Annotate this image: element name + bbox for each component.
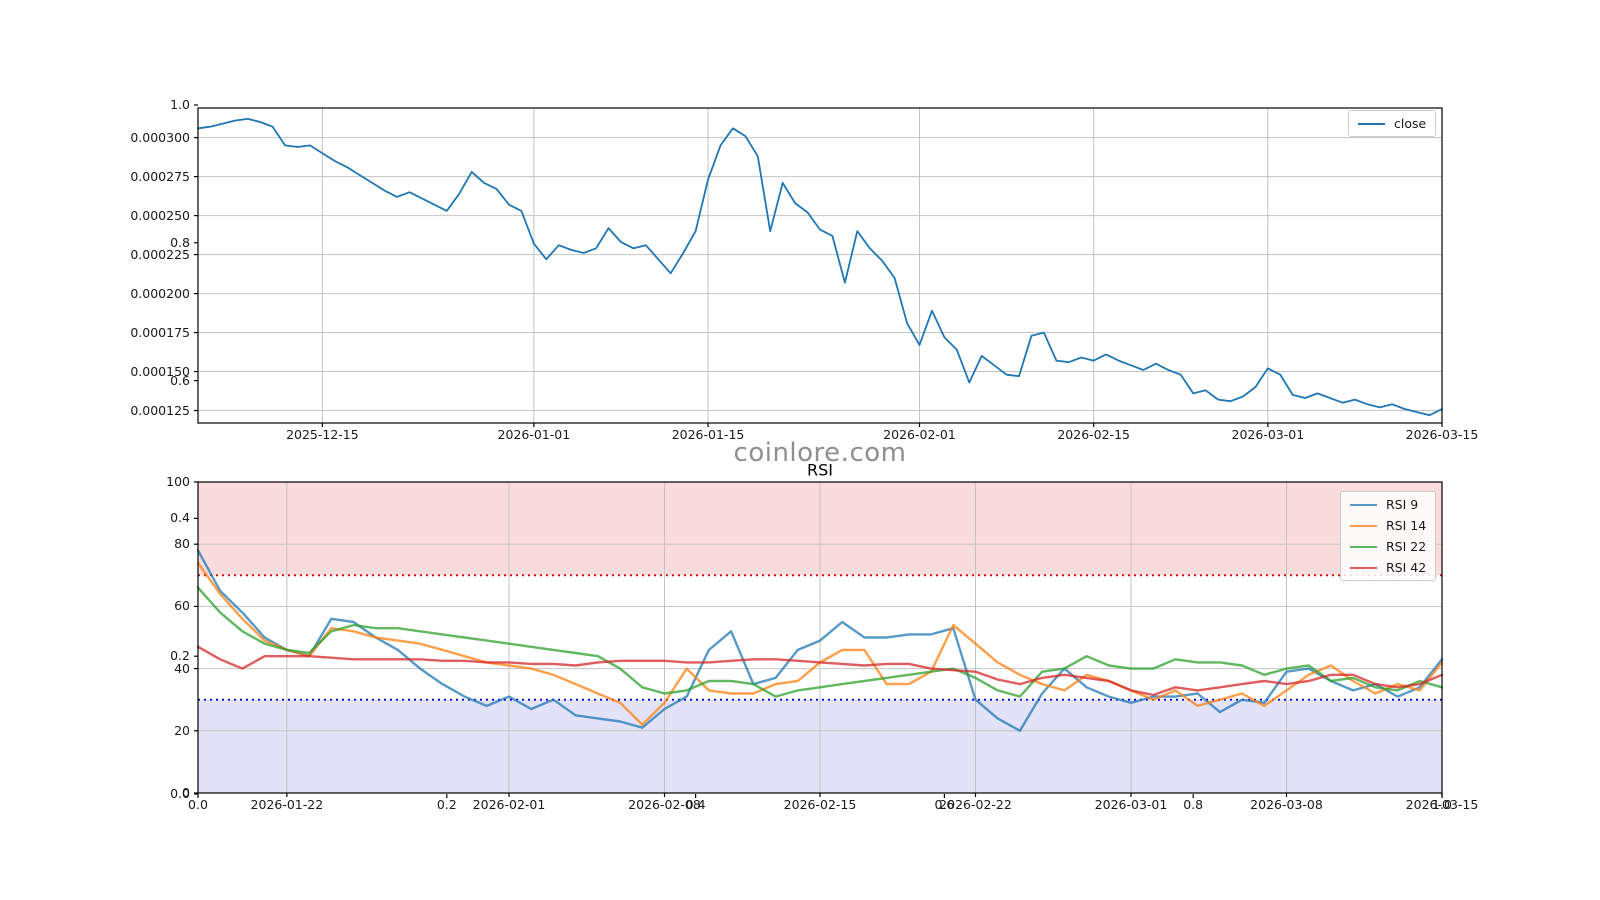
rsi-x-tick-label: 2026-02-15	[783, 797, 857, 812]
rsi-y-tick-label: 100	[166, 474, 190, 489]
phantom-y-tick-label: 0.4	[170, 510, 190, 526]
rsi-22-line-swatch	[1350, 545, 1377, 548]
price-y-tick-label: 0.000150	[130, 363, 190, 379]
rsi-y-tick-label: 0	[182, 785, 190, 800]
price-y-tick-label: 0.000175	[130, 324, 190, 340]
price-x-tick-label: 2026-02-01	[883, 427, 956, 442]
rsi-x-tick-label: 2026-02-22	[939, 797, 1012, 812]
phantom-y-tick-label: 0.6	[170, 372, 190, 388]
rsi-22-line	[196, 586, 1444, 698]
price-legend: close	[1348, 110, 1437, 137]
phantom-y-tick-label: 0.2	[170, 648, 190, 664]
phantom-x-tick-label: 1.0	[1432, 797, 1452, 812]
phantom-y-tick-label: 1.0	[170, 97, 190, 112]
phantom-x-tick-label: 0.0	[188, 797, 208, 812]
price-y-tick-label: 0.000125	[130, 402, 190, 418]
legend-label-close: close	[1394, 116, 1427, 131]
price-y-tick-label: 0.000275	[130, 168, 190, 184]
legend-item-close: close	[1358, 116, 1426, 131]
rsi-9-line	[196, 549, 1444, 732]
phantom-x-tick-label: 0.8	[1183, 797, 1204, 812]
price-x-tick-label: 2026-01-01	[497, 427, 571, 442]
phantom-y-tick-label: 0.0	[170, 786, 190, 801]
rsi-42-line-swatch	[1350, 566, 1377, 569]
rsi-chart-title: RSI	[807, 460, 833, 480]
rsi-y-tick-label: 60	[174, 598, 190, 614]
price-x-tick-label: 2026-03-01	[1231, 427, 1305, 442]
rsi-y-tick-label: 20	[174, 722, 190, 738]
close-line-swatch	[1358, 122, 1385, 125]
phantom-y-tick-label: 0.8	[170, 234, 190, 250]
phantom-x-tick-label: 0.2	[436, 797, 457, 812]
legend-label-rsi-14: RSI 14	[1386, 518, 1427, 533]
legend-item-rsi-14: RSI 14	[1350, 518, 1426, 533]
legend-label-rsi-9: RSI 9	[1386, 497, 1419, 512]
price-x-tick-label: 2026-03-15	[1405, 427, 1479, 442]
price-y-tick-label: 0.000300	[130, 129, 190, 145]
rsi-x-tick-label: 2026-03-01	[1094, 797, 1168, 812]
rsi-9-line-swatch	[1350, 503, 1377, 506]
watermark: coinlore.com	[733, 438, 907, 468]
close-line	[197, 118, 1443, 417]
price-x-tick-label: 2026-01-15	[671, 427, 745, 442]
rsi-42-line	[196, 645, 1444, 697]
rsi-x-tick-label: 2026-03-08	[1250, 797, 1323, 812]
legend-item-rsi-9: RSI 9	[1350, 497, 1426, 512]
rsi-14-line-swatch	[1350, 524, 1377, 527]
price-y-tick-label: 0.000200	[130, 285, 190, 301]
rsi-y-tick-label: 80	[174, 536, 190, 552]
price-x-tick-label: 2026-02-15	[1057, 427, 1130, 442]
rsi-y-tick-label: 40	[174, 660, 190, 676]
price-x-tick-label: 2025-12-15	[286, 427, 359, 442]
rsi-x-tick-label: 2026-02-01	[472, 797, 546, 812]
legend-item-rsi-42: RSI 42	[1350, 560, 1426, 575]
rsi-x-tick-label: 2026-03-15	[1405, 797, 1479, 812]
price-axes-frame	[197, 107, 1443, 424]
legend-label-rsi-42: RSI 42	[1386, 560, 1427, 575]
price-y-tick-label: 0.000225	[130, 246, 190, 262]
legend-item-rsi-22: RSI 22	[1350, 539, 1426, 554]
rsi-legend: RSI 9 RSI 14 RSI 22 RSI 42	[1340, 491, 1437, 581]
phantom-x-tick-label: 0.4	[685, 797, 706, 812]
rsi-x-tick-label: 2026-02-08	[628, 797, 701, 812]
phantom-x-tick-label: 0.6	[934, 797, 955, 812]
rsi-x-tick-label: 2026-01-22	[250, 797, 324, 812]
price-y-tick-label: 0.000250	[130, 207, 190, 223]
legend-label-rsi-22: RSI 22	[1386, 539, 1427, 554]
